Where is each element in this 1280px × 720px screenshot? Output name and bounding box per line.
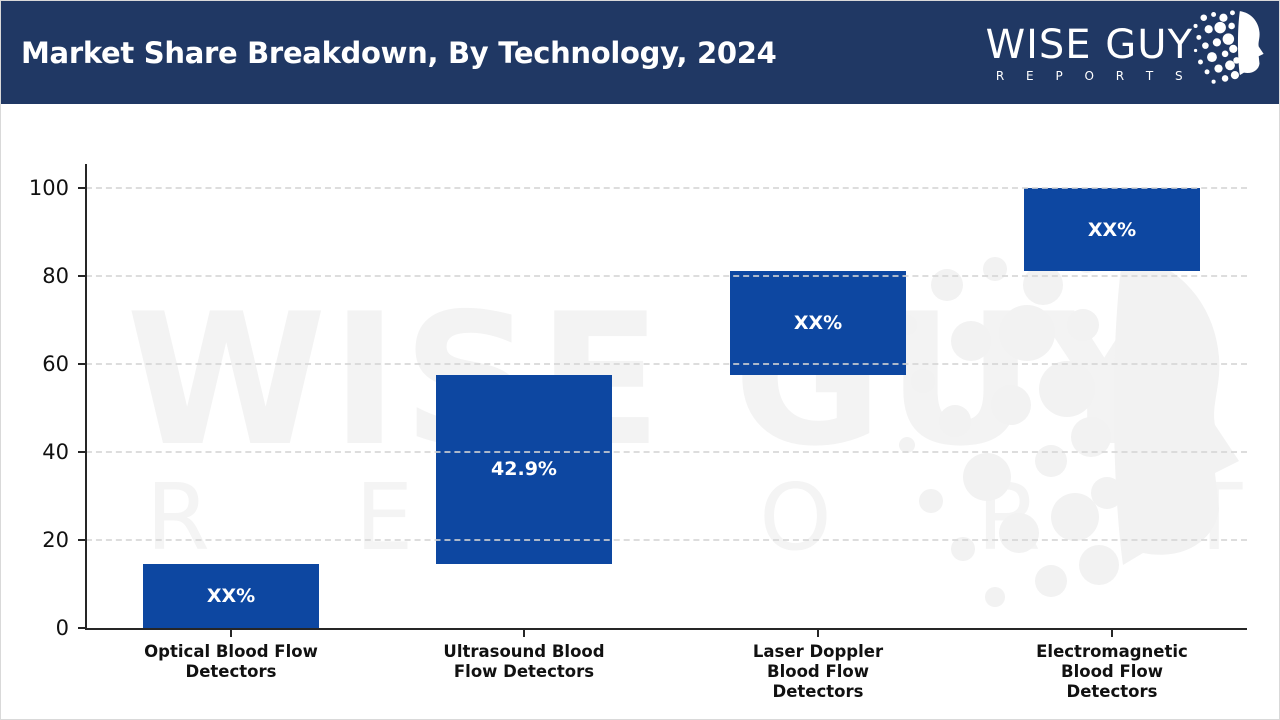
header: Market Share Breakdown, By Technology, 2… bbox=[1, 1, 1279, 104]
y-tick-mark bbox=[78, 275, 86, 277]
y-tick-mark bbox=[78, 627, 86, 629]
y-tick-label: 100 bbox=[28, 176, 69, 200]
gridline-100 bbox=[86, 187, 1247, 189]
x-axis-label-line: Detectors bbox=[772, 682, 864, 701]
y-tick-mark bbox=[78, 187, 86, 189]
x-axis-label-line: Detectors bbox=[185, 662, 277, 681]
y-tick-label: 40 bbox=[42, 440, 69, 464]
bar-2 bbox=[436, 375, 612, 564]
brand-logo: WISE GUY R E P O R T S bbox=[986, 5, 1271, 100]
bar-value-label: XX% bbox=[793, 312, 843, 335]
y-tick-label: 20 bbox=[42, 528, 69, 552]
bar-value-label: XX% bbox=[1087, 218, 1137, 241]
x-axis-label-line: Blood Flow bbox=[1061, 662, 1163, 681]
x-tick-mark bbox=[523, 630, 525, 637]
x-axis-line bbox=[85, 628, 1247, 630]
page-title: Market Share Breakdown, By Technology, 2… bbox=[21, 35, 777, 70]
bar-value-label: XX% bbox=[206, 584, 256, 607]
y-tick-mark bbox=[78, 451, 86, 453]
bar-3 bbox=[730, 271, 906, 375]
y-tick-label: 0 bbox=[55, 616, 69, 640]
y-tick-mark bbox=[78, 539, 86, 541]
gridline-60 bbox=[86, 363, 1247, 365]
x-tick-mark bbox=[1111, 630, 1113, 637]
chart-area: WISE GUY R E P O R T S XX%42.9%XX%XX bbox=[1, 104, 1279, 719]
bar-1 bbox=[143, 563, 319, 628]
brand-wordmark-block: WISE GUY R E P O R T S bbox=[986, 23, 1193, 83]
x-axis-label-line: Detectors bbox=[1066, 682, 1158, 701]
y-tick-label: 80 bbox=[42, 264, 69, 288]
x-axis-label-line: Ultrasound Blood bbox=[443, 642, 605, 661]
gridline-20 bbox=[86, 539, 1247, 541]
x-axis-label-1: Optical Blood Flow Detectors bbox=[101, 642, 361, 682]
y-tick-mark bbox=[78, 363, 86, 365]
y-axis-line bbox=[85, 164, 87, 630]
x-axis-label-2: Ultrasound Blood Flow Detectors bbox=[394, 642, 654, 682]
x-axis-label-line: Flow Detectors bbox=[453, 662, 595, 681]
bar-value-label: 42.9% bbox=[491, 458, 557, 481]
x-axis-label-line: Laser Doppler bbox=[752, 642, 884, 661]
x-axis-label-line: Electromagnetic bbox=[1036, 642, 1188, 661]
x-axis-label-line: Blood Flow bbox=[767, 662, 869, 681]
watermark-wordmark: WISE GUY bbox=[126, 274, 1175, 486]
brand-face-icon bbox=[1193, 9, 1264, 84]
gridline-80 bbox=[86, 275, 1247, 277]
x-tick-mark bbox=[230, 630, 232, 637]
gridline-40 bbox=[86, 451, 1247, 453]
watermark-face-icon bbox=[897, 249, 1239, 607]
x-axis-label-3: Laser Doppler Blood Flow Detectors bbox=[688, 642, 948, 702]
x-axis-label-4: Electromagnetic Blood Flow Detectors bbox=[982, 642, 1242, 702]
x-axis-label-line: Optical Blood Flow bbox=[144, 642, 318, 661]
y-tick-label: 60 bbox=[42, 352, 69, 376]
brand-subtext: R E P O R T S bbox=[995, 68, 1192, 83]
x-tick-mark bbox=[817, 630, 819, 637]
brand-wordmark: WISE GUY bbox=[985, 21, 1193, 68]
bar-4 bbox=[1024, 188, 1200, 272]
